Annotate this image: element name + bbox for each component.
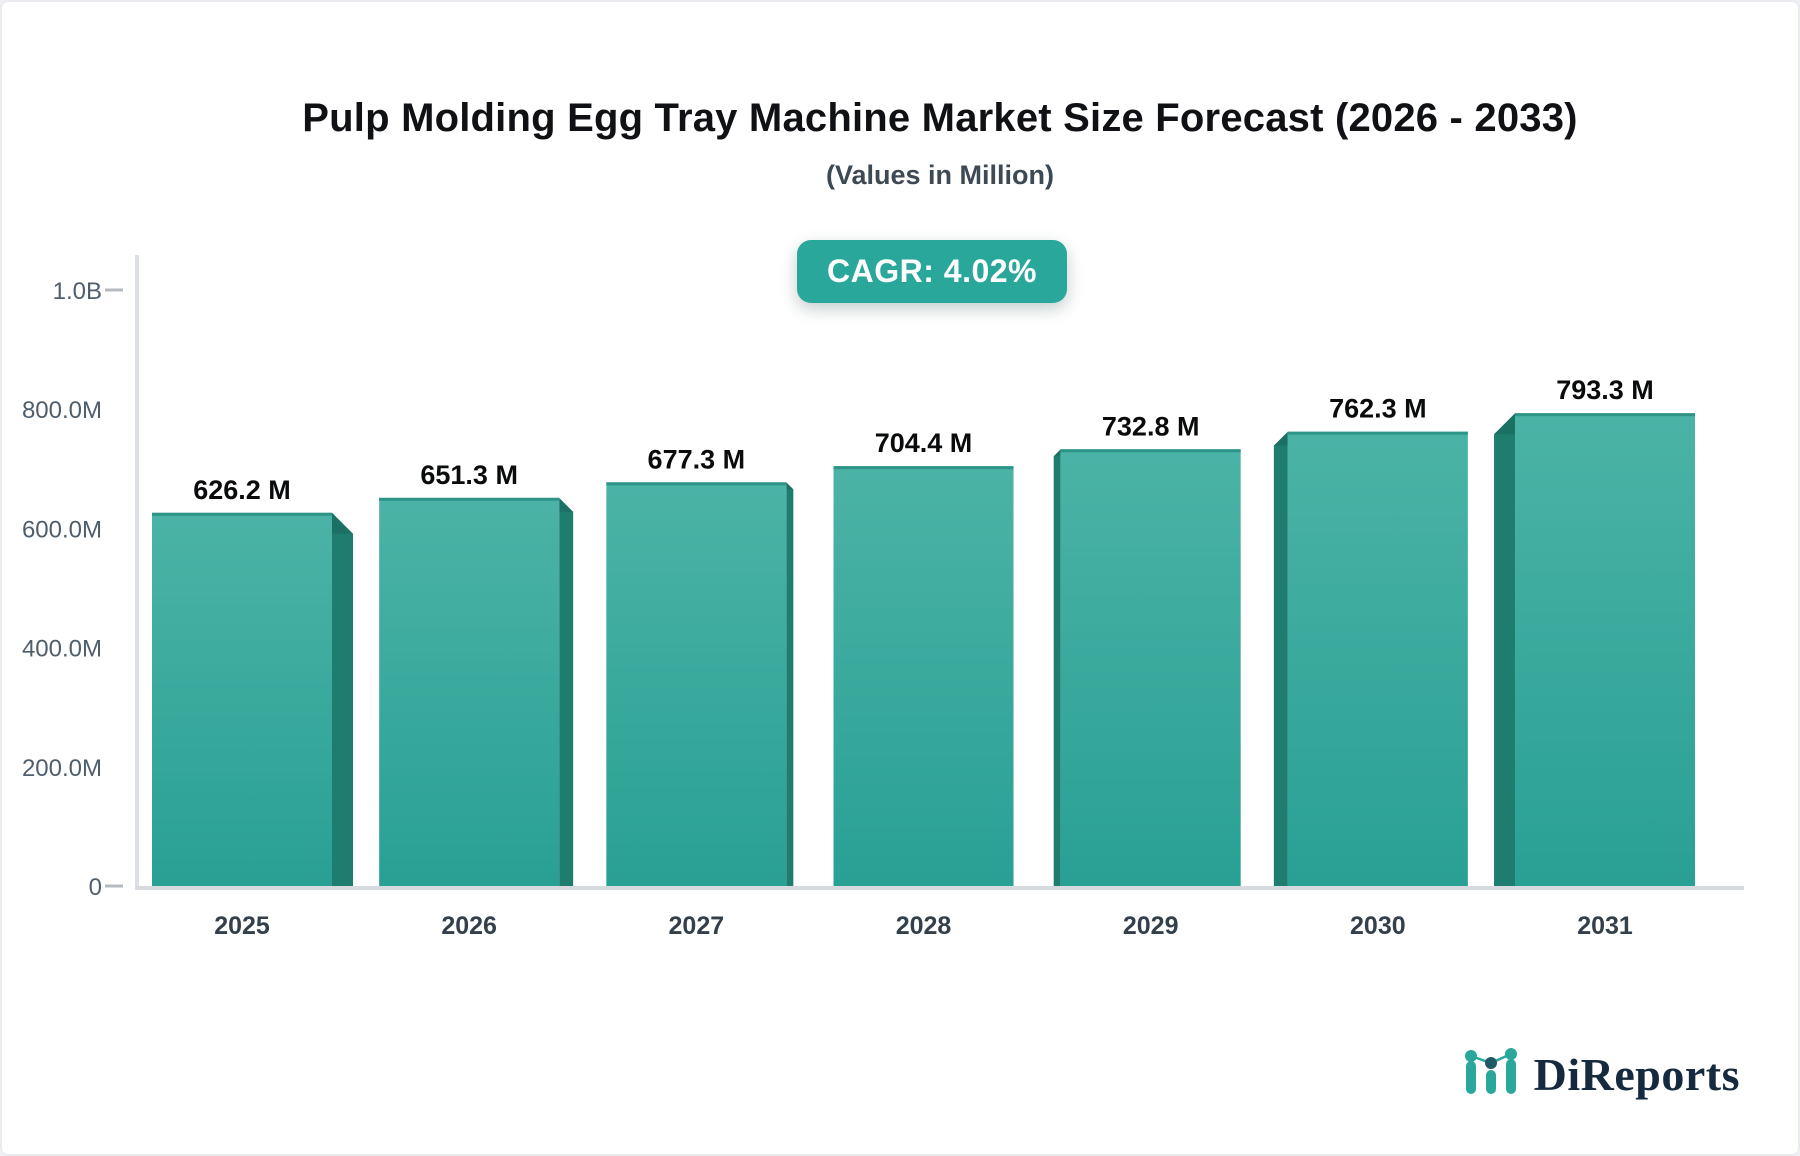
y-tick-label: 800.0M [22, 397, 102, 424]
y-axis-line [135, 255, 139, 886]
bar-top-edge [1060, 449, 1241, 453]
bar-value-label: 651.3 M [420, 460, 518, 490]
bar-top-edge [379, 497, 560, 501]
bar-value-label: 626.2 M [193, 475, 291, 505]
bar-top-edge [1515, 413, 1696, 417]
y-tick-label: 600.0M [22, 516, 102, 543]
bar-side-face [1273, 431, 1288, 886]
bar-bevel [1273, 431, 1288, 446]
bar-2031[interactable] [1515, 413, 1696, 886]
bar-line-chart-icon [1464, 1048, 1517, 1094]
bar-top-edge [152, 512, 332, 516]
x-tick-label: 2030 [1350, 912, 1406, 940]
bar-value-label: 793.3 M [1556, 375, 1654, 405]
bar-side-face [1053, 449, 1061, 886]
y-tick-label: 400.0M [22, 636, 102, 663]
brand-logo[interactable]: DiReports [1462, 1046, 1740, 1098]
bar-side-face [786, 482, 794, 886]
bar-top-edge [606, 482, 787, 486]
bar-bevel [1494, 413, 1516, 435]
cagr-badge: CAGR: 4.02% [797, 240, 1067, 303]
chart-title: Pulp Molding Egg Tray Machine Market Siz… [302, 96, 1578, 140]
bar-value-label: 704.4 M [875, 428, 973, 458]
bar-top-edge [1287, 431, 1468, 435]
bar-top-edge [833, 466, 1014, 470]
bar-value-label: 762.3 M [1329, 394, 1427, 424]
bar-2027[interactable] [606, 482, 787, 886]
x-tick-label: 2026 [441, 912, 497, 940]
y-tick-label: 0 [89, 874, 102, 901]
bar-2030[interactable] [1287, 431, 1468, 886]
y-tick-label: 200.0M [22, 755, 102, 782]
x-tick-label: 2027 [669, 912, 725, 940]
bar-2028[interactable] [833, 466, 1014, 886]
bar-side-face [1494, 413, 1516, 886]
chart-subtitle: (Values in Million) [825, 160, 1055, 190]
y-tick-mark [105, 884, 123, 888]
bar-2029[interactable] [1060, 449, 1241, 886]
bar-side-face [332, 512, 353, 886]
bar-bevel [786, 482, 794, 490]
bar-bevel [332, 512, 353, 534]
bar-bevel [559, 497, 574, 512]
x-tick-label: 2031 [1577, 912, 1633, 940]
x-axis-baseline [135, 886, 1744, 890]
bar-2026[interactable] [379, 497, 560, 886]
bar-side-face [559, 497, 574, 886]
x-tick-label: 2028 [896, 912, 952, 940]
bar-2025[interactable] [152, 512, 332, 886]
x-tick-label: 2025 [214, 912, 270, 940]
bar-value-label: 732.8 M [1102, 411, 1200, 441]
x-tick-label: 2029 [1123, 912, 1179, 940]
y-tick-label: 1.0B [53, 278, 102, 305]
bar-value-label: 677.3 M [648, 444, 746, 474]
y-tick-mark [105, 288, 123, 292]
brand-logo-text: DiReports [1533, 1049, 1740, 1100]
bar-bevel [1053, 449, 1061, 457]
